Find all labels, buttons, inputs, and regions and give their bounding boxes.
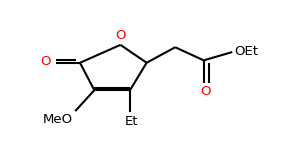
- Text: OEt: OEt: [235, 45, 259, 58]
- Text: Et: Et: [124, 115, 138, 128]
- Text: O: O: [40, 55, 50, 68]
- Text: O: O: [115, 29, 126, 42]
- Text: MeO: MeO: [43, 113, 73, 126]
- Text: O: O: [200, 85, 211, 98]
